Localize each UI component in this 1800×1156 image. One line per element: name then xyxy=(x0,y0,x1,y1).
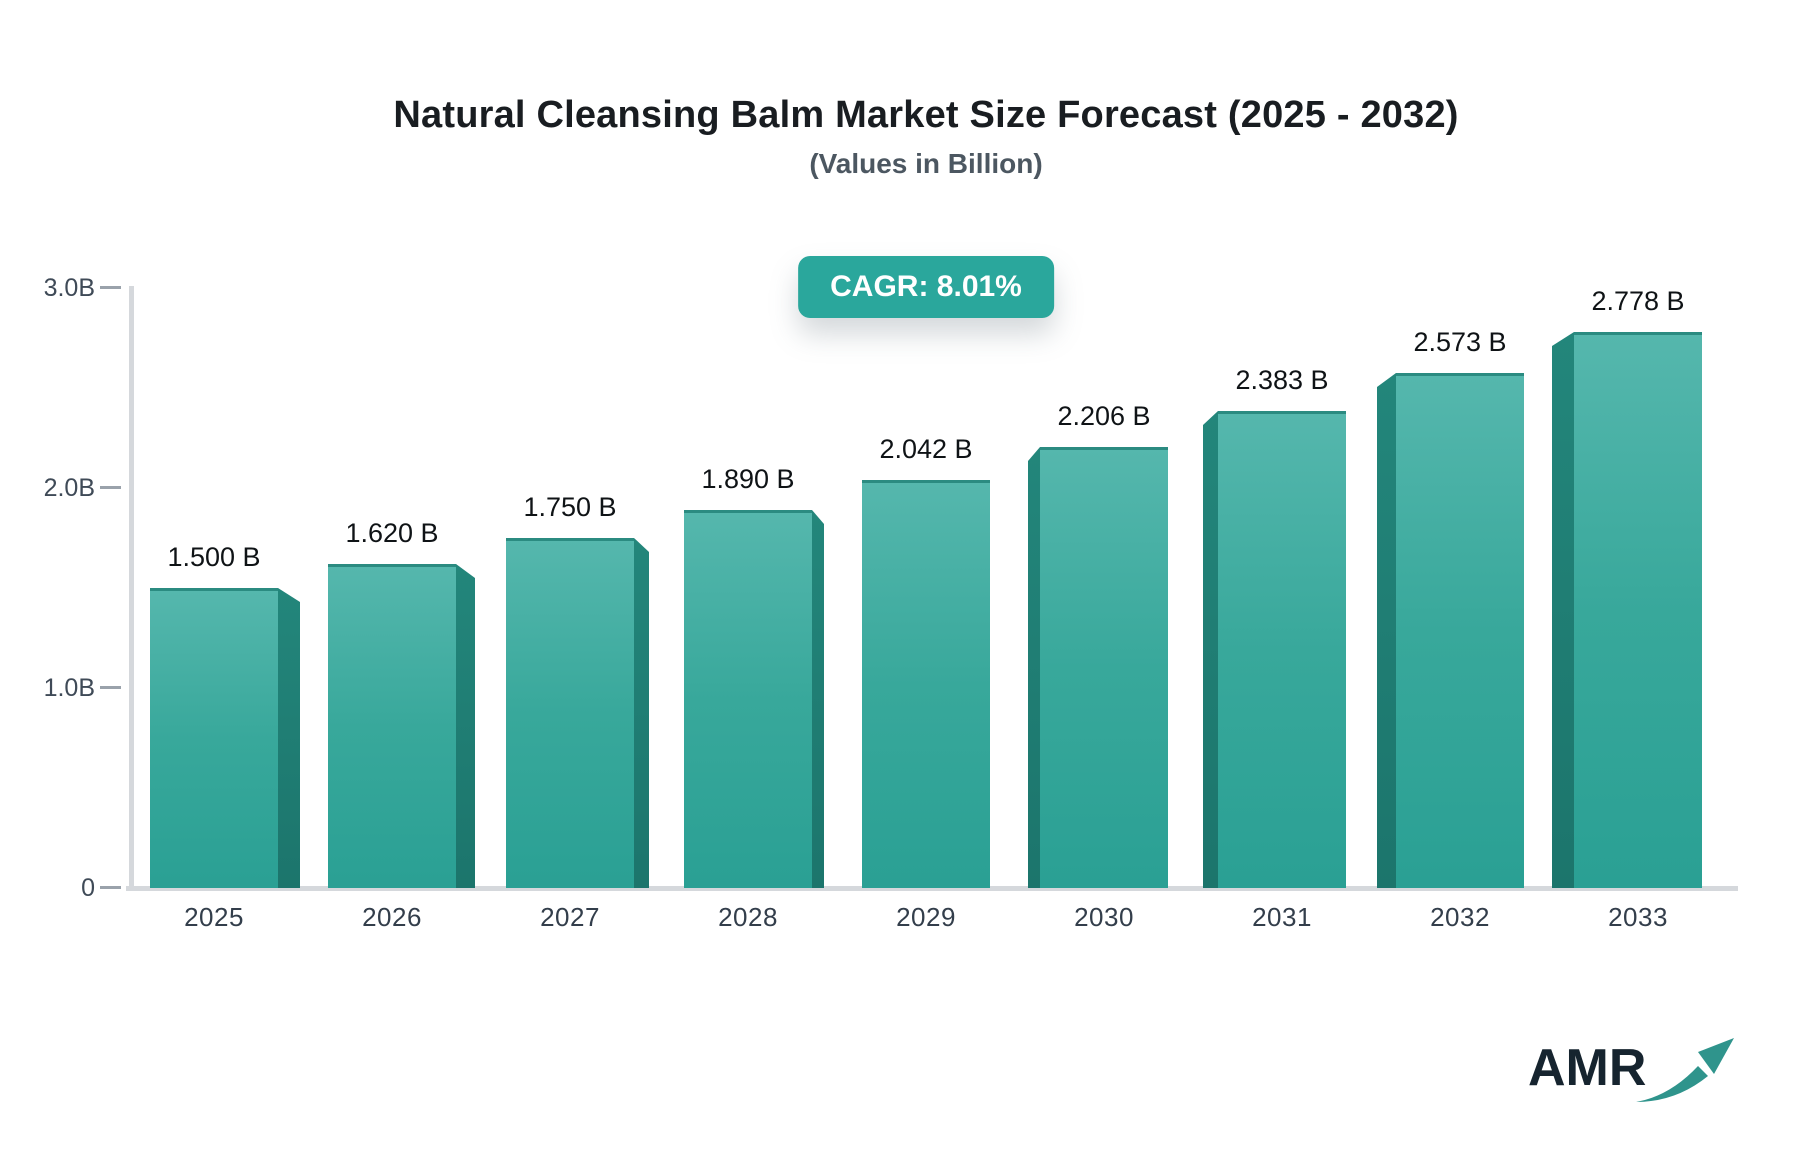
bar-side-face xyxy=(456,564,475,888)
bar-value-label: 1.890 B xyxy=(701,464,795,494)
bar-2033 xyxy=(1574,332,1702,888)
bar-2030 xyxy=(1040,447,1168,888)
bar-2026 xyxy=(328,564,456,888)
y-tick-label: 1.0B xyxy=(43,674,95,702)
bar-value-label: 2.206 B xyxy=(1057,401,1151,431)
bar-value-label: 2.383 B xyxy=(1235,365,1329,395)
bar-value-label: 2.778 B xyxy=(1591,286,1685,316)
y-tick-label: 0 xyxy=(81,874,95,902)
x-axis-label-2033: 2033 xyxy=(1608,902,1668,932)
bar-side-face xyxy=(634,538,649,888)
bar-2028 xyxy=(684,510,812,888)
chart-subtitle: (Values in Billion) xyxy=(809,148,1043,179)
bar-2025 xyxy=(150,588,278,888)
y-tick-mark xyxy=(100,886,121,889)
y-tick-mark xyxy=(100,486,121,489)
bar-side-face xyxy=(1552,332,1574,888)
growth-arrow-icon xyxy=(1636,1038,1734,1102)
y-tick-mark xyxy=(100,286,121,289)
bar-side-face xyxy=(278,588,300,888)
bar-value-label: 1.500 B xyxy=(167,542,261,572)
bar-side-face xyxy=(1377,373,1396,888)
bar-side-face xyxy=(1028,447,1040,888)
bar-side-face xyxy=(812,510,824,888)
bar-2029 xyxy=(862,480,990,888)
bar-value-label: 2.042 B xyxy=(879,434,973,464)
x-axis-label-2032: 2032 xyxy=(1430,902,1490,932)
bar-value-label: 2.573 B xyxy=(1413,327,1507,357)
bar-value-label: 1.620 B xyxy=(345,518,439,548)
x-axis-label-2030: 2030 xyxy=(1074,902,1134,932)
x-axis-line xyxy=(126,886,1738,891)
x-axis-label-2026: 2026 xyxy=(362,902,422,932)
y-tick-label: 2.0B xyxy=(43,474,95,502)
bar-2032 xyxy=(1396,373,1524,888)
amr-logo: AMR xyxy=(1528,1028,1758,1118)
chart-title: Natural Cleansing Balm Market Size Forec… xyxy=(393,94,1459,136)
y-axis-line xyxy=(129,286,134,890)
bar-value-label: 1.750 B xyxy=(523,492,617,522)
bar-2031 xyxy=(1218,411,1346,888)
amr-logo-text: AMR xyxy=(1528,1039,1647,1097)
bar-side-face xyxy=(1203,411,1218,888)
y-tick-mark xyxy=(100,686,121,689)
x-axis-label-2029: 2029 xyxy=(896,902,956,932)
x-axis-label-2028: 2028 xyxy=(718,902,778,932)
x-axis-label-2025: 2025 xyxy=(184,902,244,932)
bar-2027 xyxy=(506,538,634,888)
x-axis-label-2031: 2031 xyxy=(1252,902,1312,932)
y-tick-label: 3.0B xyxy=(43,274,95,302)
cagr-badge: CAGR: 8.01% xyxy=(798,256,1054,318)
x-axis-label-2027: 2027 xyxy=(540,902,600,932)
